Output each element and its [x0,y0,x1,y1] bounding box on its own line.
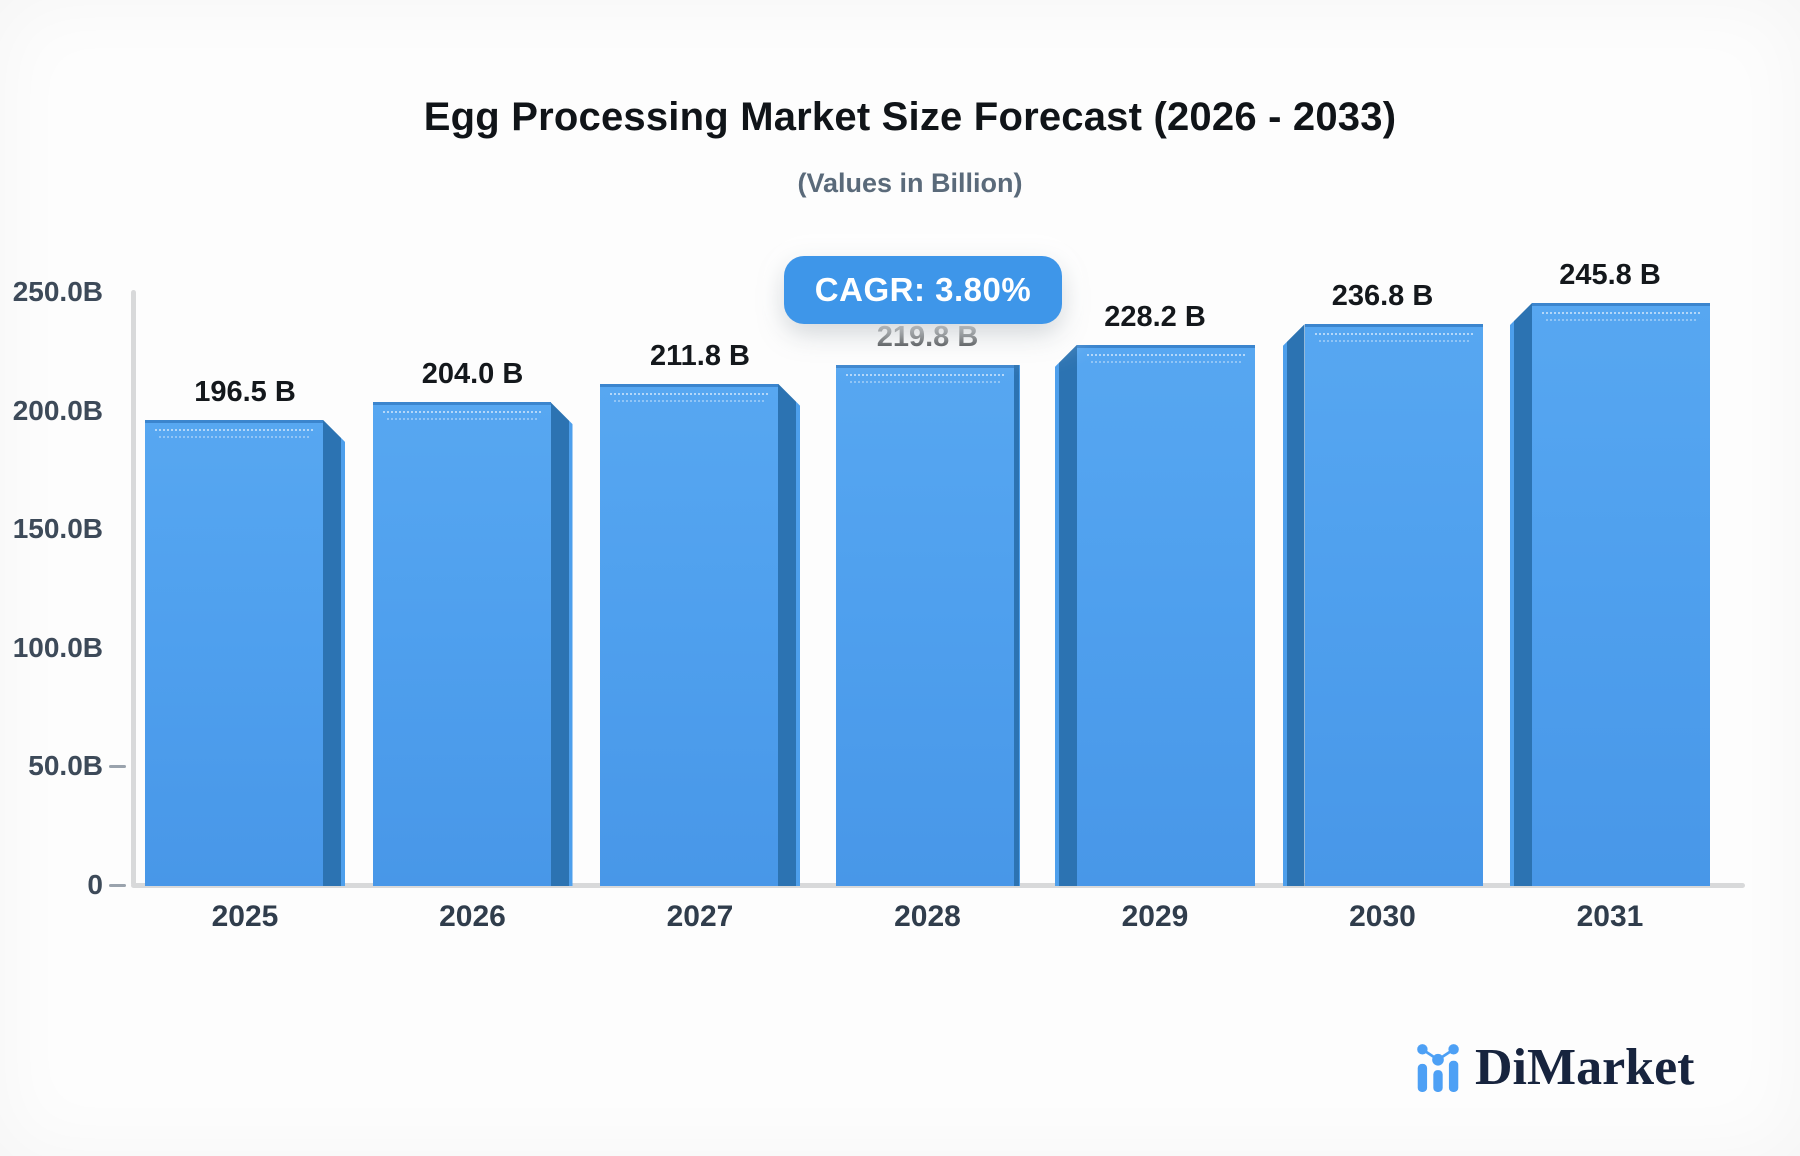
x-tick-label-2026: 2026 [439,900,506,933]
bar-value-label-2029: 228.2 B [1104,300,1206,333]
bar-2026[interactable] [372,402,551,886]
bar-value-label-2027: 211.8 B [650,339,750,372]
chart-subtitle: (Values in Billion) [797,168,1023,198]
y-tick-mark-0 [109,884,126,887]
y-tick-label-250: 250.0B [12,276,103,307]
bar-side-2028 [1013,364,1020,886]
bar-side-2029 [1055,344,1077,886]
x-tick-label-2028: 2028 [894,900,961,933]
x-tick-label-2027: 2027 [666,900,734,933]
bar-value-label-2026: 204.0 B [421,358,524,391]
x-tick-label-2025: 2025 [211,900,279,933]
bar-2030[interactable] [1304,324,1483,886]
bar-side-2030 [1282,324,1305,886]
x-tick-label-2031: 2031 [1576,900,1644,933]
bar-2029[interactable] [1077,344,1255,886]
x-tick-label-2030: 2030 [1349,900,1416,933]
bar-side-2026 [550,402,573,886]
bar-value-label-2030: 236.8 B [1331,280,1434,313]
y-tick-label-200: 200.0B [12,394,103,426]
bar-2028[interactable] [835,364,1014,886]
bar-side-2031 [1510,302,1532,886]
brand-name: DiMarket [1475,1039,1695,1097]
bar-side-2027 [778,383,800,886]
bar-side-2025 [323,419,345,886]
x-tick-label-2029: 2029 [1121,900,1189,933]
cagr-badge: CAGR: 3.80% [784,256,1062,324]
chart-title: Egg Processing Market Size Forecast (202… [423,95,1397,139]
y-tick-mark-50 [109,765,126,769]
bar-value-label-2028: 219.8 B [876,320,979,353]
bar-value-label-2031: 245.8 B [1559,258,1661,291]
bar-2027[interactable] [600,383,778,886]
y-tick-label-0: 0 [87,869,103,900]
bar-value-label-2025: 196.5 B [194,375,296,408]
bar-2025[interactable] [145,419,323,886]
y-tick-label-150: 150.0B [12,513,103,545]
brand-logo: DiMarket [1415,1039,1695,1097]
bar-2031[interactable] [1532,302,1710,886]
y-tick-label-100: 100.0B [12,631,103,663]
y-axis-line [131,290,136,886]
y-tick-label-50: 50.0B [28,750,103,782]
cagr-badge-label: CAGR: 3.80% [814,271,1032,308]
bar-chart-logo-icon [1417,1044,1459,1092]
